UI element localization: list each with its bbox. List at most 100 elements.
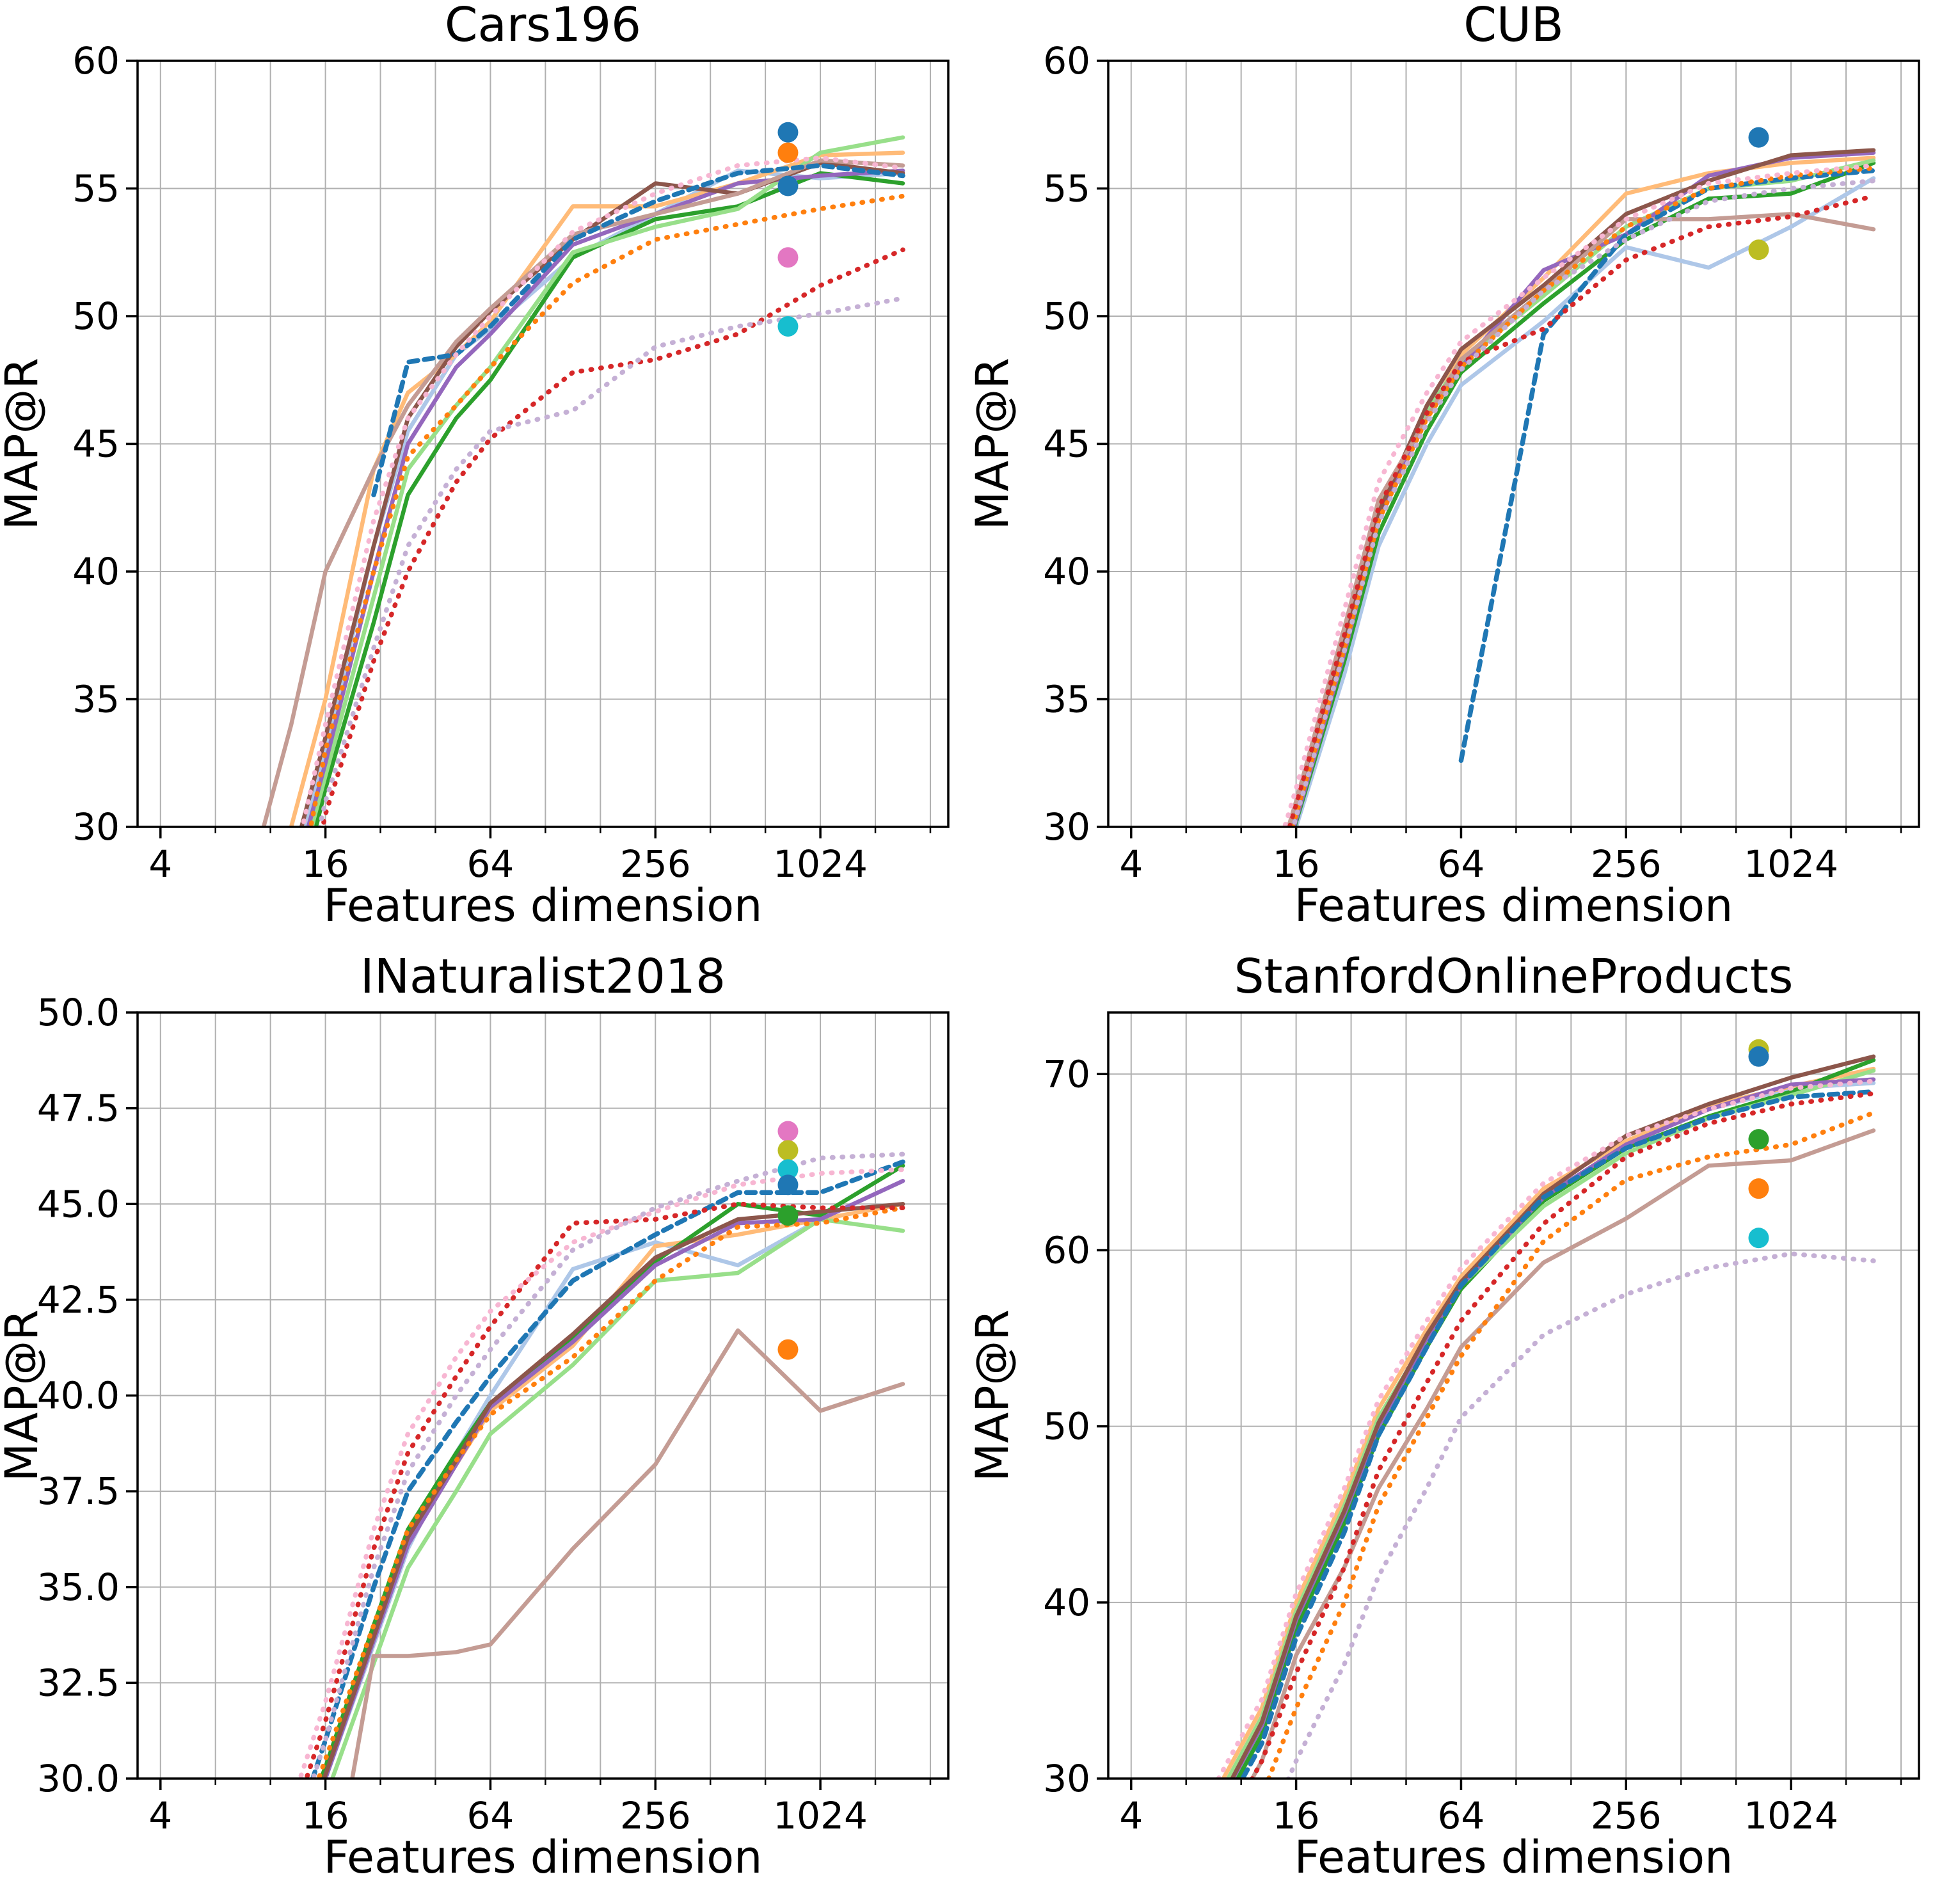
- y-tick-label: 45: [1043, 422, 1090, 466]
- y-axis: 30 40 50 60 70: [1043, 1052, 1108, 1800]
- x-tick-label: 64: [1438, 842, 1485, 886]
- subplot-cars196: 4 16 64 256 1024 30 35 40 45 50 55 60 Cars196 Feature…: [0, 0, 971, 952]
- x-axis: 4 16 64 256 1024: [1119, 827, 1902, 886]
- y-axis-label: MAP@R: [0, 1309, 48, 1482]
- y-tick-label: 40: [1043, 1581, 1090, 1624]
- scatter-group: [777, 1121, 799, 1360]
- series-line-solid-brown: [321, 1202, 905, 1779]
- scatter-group: [1748, 127, 1769, 260]
- y-tick-label: 40: [1043, 550, 1090, 593]
- series-line-dotted-lightpurple: [317, 296, 905, 827]
- scatter-dot-cyan: [777, 1159, 799, 1180]
- series-group: [261, 135, 905, 827]
- scatter-dot-blue: [777, 122, 799, 143]
- series-line-dotted-pink: [1215, 1078, 1876, 1779]
- series-group: [1215, 1054, 1876, 1779]
- chart-title: StanfordOnlineProducts: [1234, 952, 1794, 1004]
- series-line-dotted-blue: [1239, 1089, 1876, 1779]
- x-tick-label: 16: [302, 1794, 349, 1837]
- scatter-dot-cyan: [777, 316, 799, 337]
- x-tick-label: 4: [1119, 842, 1143, 886]
- x-tick-label: 1024: [773, 1794, 868, 1837]
- series-line-solid-lightblue: [1294, 176, 1876, 827]
- x-tick-label: 256: [620, 842, 691, 886]
- plot-background: [971, 0, 1941, 952]
- scatter-dot-orange: [1748, 1178, 1769, 1199]
- series-line-solid-rosybrown: [350, 1328, 905, 1779]
- x-tick-label: 16: [302, 842, 349, 886]
- y-tick-label: 35: [72, 678, 120, 721]
- y-tick-label: 50: [72, 294, 120, 338]
- grid-lines: [1108, 1012, 1919, 1779]
- x-axis-label: Features dimension: [1294, 879, 1733, 932]
- series-group: [1282, 148, 1876, 827]
- y-axis: 30.0 32.5 35.0 37.5 40.0 42.5 45.0 47.5 50.0: [37, 991, 138, 1800]
- series-line-dotted-blue: [371, 163, 905, 498]
- series-line-solid-lightgreen: [330, 1217, 905, 1779]
- y-tick-label: 55: [1043, 167, 1090, 211]
- scatter-dot-blue: [777, 1174, 799, 1196]
- series-line-dotted-orange: [315, 1205, 905, 1779]
- plot-background: [0, 0, 971, 952]
- x-tick-label: 1024: [1744, 842, 1838, 886]
- series-line-dotted-red: [1287, 193, 1876, 827]
- series-line-dotted-orange: [1289, 165, 1876, 827]
- y-tick-label: 45.0: [37, 1182, 120, 1226]
- chart-cub-canvas: 4 16 64 256 1024 30 35 40 45 50 55 60 CUB Features di…: [971, 0, 1941, 952]
- chart-title: INaturalist2018: [360, 952, 726, 1004]
- scatter-group: [777, 122, 799, 337]
- scatter-dot-olive: [1748, 239, 1769, 260]
- subplot-inaturalist2018: 4 16 64 256 1024 30.0 32.5 35.0 37.5 40.0 42.5 45.0…: [0, 952, 971, 1903]
- chart-sop-canvas: 4 16 64 256 1024 30 40 50 60 70 StanfordOnlineProd…: [971, 952, 1941, 1903]
- scatter-group: [1748, 1039, 1769, 1249]
- y-tick-label: 70: [1043, 1052, 1090, 1096]
- scatter-dot-orange: [777, 1339, 799, 1360]
- y-tick-label: 50.0: [37, 991, 120, 1034]
- scatter-dot-blue: [1748, 1046, 1769, 1067]
- x-tick-label: 256: [1591, 842, 1662, 886]
- x-tick-label: 4: [148, 1794, 172, 1837]
- x-axis-label: Features dimension: [324, 879, 763, 932]
- chart-title: Cars196: [445, 0, 641, 52]
- y-tick-label: 40.0: [37, 1374, 120, 1418]
- chart-inaturalist-canvas: 4 16 64 256 1024 30.0 32.5 35.0 37.5 40.0 42.5 45.0…: [0, 952, 971, 1903]
- grid-lines: [138, 1012, 948, 1779]
- series-group: [298, 1151, 905, 1779]
- series-line-solid-rosybrown: [1250, 1128, 1876, 1779]
- y-tick-label: 35.0: [37, 1565, 120, 1609]
- series-line-dotted-orange: [1266, 1110, 1876, 1779]
- x-tick-label: 16: [1273, 842, 1320, 886]
- y-tick-label: 30: [1043, 805, 1090, 849]
- series-line-solid-brown: [1230, 1054, 1876, 1779]
- series-line-dotted-blue: [1458, 168, 1876, 764]
- x-tick-label: 64: [467, 1794, 514, 1837]
- y-tick-label: 30: [1043, 1757, 1090, 1800]
- x-tick-label: 1024: [1744, 1794, 1838, 1837]
- series-line-dotted-lightpurple: [310, 1151, 905, 1779]
- plot-background: [0, 952, 971, 1903]
- x-axis: 4 16 64 256 1024: [148, 1779, 932, 1837]
- y-tick-label: 50: [1043, 1405, 1090, 1448]
- plot-background: [971, 952, 1941, 1903]
- y-axis: 30 35 40 45 50 55 60: [1043, 39, 1108, 849]
- y-tick-label: 30.0: [37, 1757, 120, 1800]
- x-tick-label: 16: [1273, 1794, 1320, 1837]
- y-tick-label: 42.5: [37, 1278, 120, 1322]
- subplot-stanfordonlineproducts: 4 16 64 256 1024 30 40 50 60 70 StanfordOnlineProd…: [971, 952, 1941, 1903]
- series-line-solid-brown: [1289, 148, 1876, 827]
- y-tick-label: 45: [72, 422, 120, 466]
- scatter-dot-blue: [1748, 127, 1769, 148]
- y-axis-label: MAP@R: [0, 358, 48, 530]
- x-axis-label: Features dimension: [1294, 1831, 1733, 1884]
- y-tick-label: 35: [1043, 678, 1090, 721]
- x-tick-label: 4: [148, 842, 172, 886]
- y-tick-label: 32.5: [37, 1661, 120, 1704]
- y-axis-label: MAP@R: [971, 358, 1019, 530]
- y-axis: 30 35 40 45 50 55 60: [72, 39, 138, 849]
- x-tick-label: 4: [1119, 1794, 1143, 1837]
- scatter-dot-pink: [777, 247, 799, 268]
- y-axis-label: MAP@R: [971, 1309, 1019, 1482]
- x-tick-label: 64: [467, 842, 514, 886]
- scatter-dot-green: [1748, 1129, 1769, 1150]
